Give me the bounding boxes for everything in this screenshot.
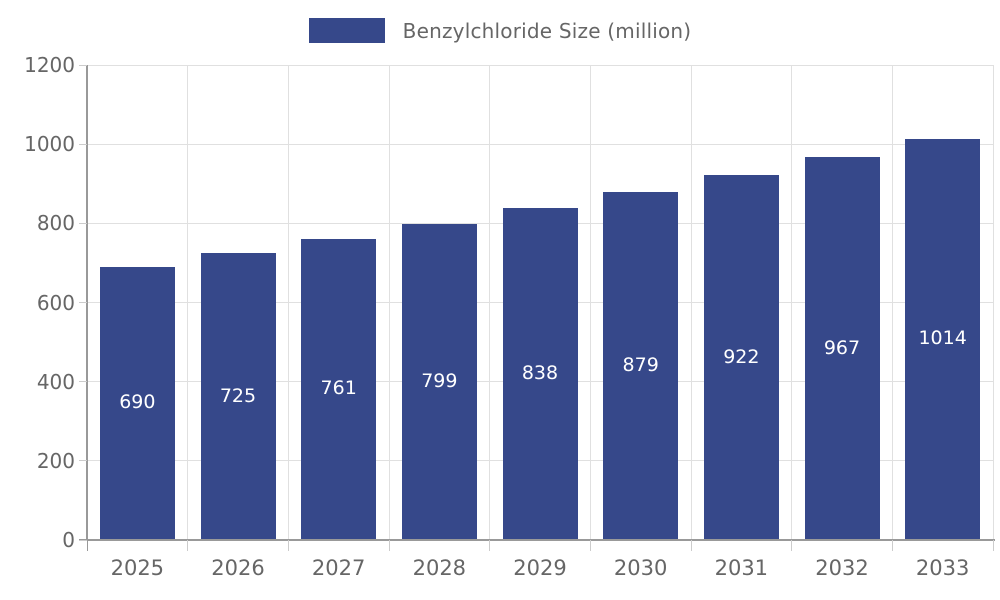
x-axis-tick bbox=[992, 540, 994, 551]
y-axis-tick bbox=[79, 302, 87, 303]
y-axis-tick bbox=[79, 381, 87, 383]
bar bbox=[99, 266, 175, 540]
bar-value-label: 967 bbox=[823, 336, 861, 359]
x-gridline bbox=[287, 65, 289, 540]
x-axis-tick bbox=[187, 540, 189, 551]
y-axis-tick bbox=[79, 460, 87, 462]
bar bbox=[905, 138, 981, 540]
x-gridline bbox=[489, 65, 491, 540]
y-tick-label: 200 bbox=[36, 448, 75, 473]
plot-area: 690 725 761 799 838 879 922 967 1014 bbox=[87, 64, 994, 540]
x-tick-label: 2027 bbox=[311, 556, 366, 580]
bar bbox=[200, 253, 276, 540]
y-tick-label: 1200 bbox=[24, 53, 75, 77]
bar bbox=[603, 192, 679, 540]
x-axis-line bbox=[79, 539, 995, 541]
x-tick-label: 2029 bbox=[513, 556, 567, 580]
bar-value-label: 799 bbox=[421, 369, 458, 392]
legend-swatch bbox=[308, 18, 385, 43]
x-axis-tick bbox=[489, 540, 491, 551]
y-tick-label: 800 bbox=[36, 211, 75, 236]
bar bbox=[401, 223, 477, 540]
x-axis-tick bbox=[287, 540, 289, 551]
bar bbox=[703, 175, 779, 540]
bar-value-label: 690 bbox=[119, 391, 156, 414]
x-gridline bbox=[388, 65, 390, 540]
y-axis-tick bbox=[79, 143, 87, 145]
x-gridline bbox=[791, 65, 793, 540]
x-axis-tick bbox=[589, 540, 591, 551]
y-axis-line bbox=[86, 65, 88, 540]
x-tick-label: 2025 bbox=[110, 556, 165, 580]
x-gridline bbox=[992, 65, 994, 540]
bar-value-label: 761 bbox=[320, 377, 357, 400]
x-gridline bbox=[589, 65, 591, 540]
x-gridline bbox=[187, 65, 189, 540]
bar bbox=[804, 157, 880, 540]
bar-value-label: 1014 bbox=[918, 327, 967, 350]
y-gridline bbox=[87, 64, 993, 66]
y-gridline bbox=[87, 143, 993, 145]
bar-value-label: 838 bbox=[521, 362, 559, 385]
x-tick-label: 2026 bbox=[211, 556, 265, 580]
y-tick-label: 1000 bbox=[24, 132, 75, 157]
bar-value-label: 922 bbox=[723, 345, 760, 368]
x-tick-label: 2028 bbox=[412, 556, 467, 580]
x-axis-tick bbox=[891, 540, 893, 551]
y-tick-label: 400 bbox=[36, 369, 75, 394]
x-axis-tick bbox=[791, 540, 793, 551]
bar bbox=[301, 238, 377, 540]
x-tick-label: 2032 bbox=[815, 556, 869, 580]
y-tick-label: 0 bbox=[62, 528, 75, 552]
x-axis-tick bbox=[690, 540, 692, 551]
x-tick-label: 2033 bbox=[915, 556, 970, 580]
bar-value-label: 725 bbox=[219, 384, 257, 407]
legend: Benzylchloride Size (million) bbox=[0, 18, 1000, 43]
bar-value-label: 879 bbox=[622, 354, 659, 377]
y-tick-label: 600 bbox=[36, 290, 75, 315]
x-tick-label: 2030 bbox=[613, 556, 668, 580]
x-tick-label: 2031 bbox=[714, 556, 769, 580]
bar bbox=[502, 208, 578, 540]
x-axis-tick bbox=[86, 540, 88, 551]
x-gridline bbox=[690, 65, 692, 540]
legend-label: Benzylchloride Size (million) bbox=[402, 18, 692, 43]
x-axis-tick bbox=[388, 540, 390, 551]
y-axis-tick bbox=[79, 64, 87, 66]
x-gridline bbox=[891, 65, 893, 540]
y-axis-tick bbox=[79, 539, 87, 541]
y-axis-tick bbox=[79, 222, 87, 224]
